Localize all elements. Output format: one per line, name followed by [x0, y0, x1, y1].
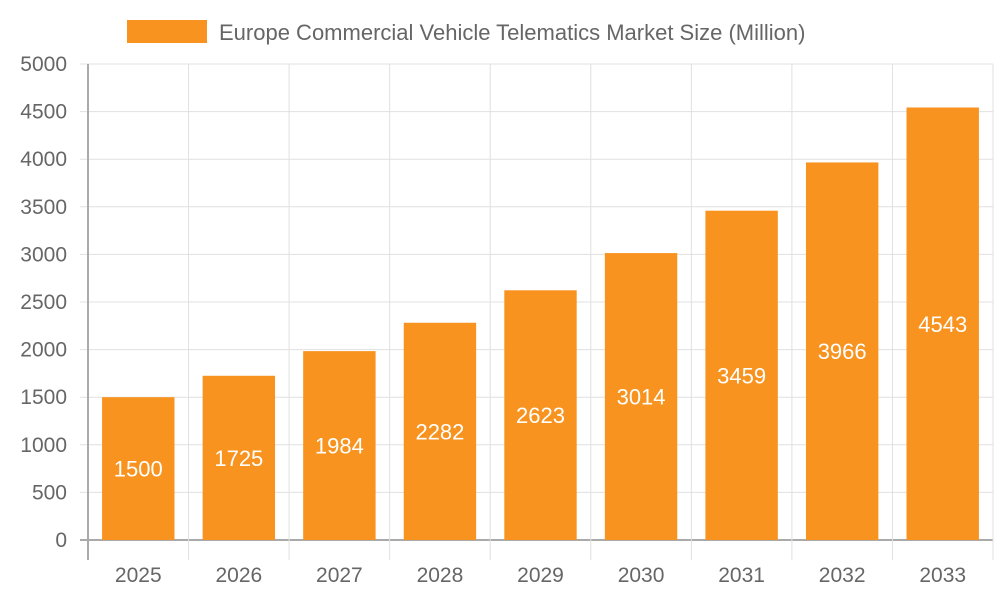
bar-2033[interactable]: [906, 107, 979, 540]
axes: 0 500 1000 1500 2000 2500 3000 3500 4000 4500 5000…: [20, 53, 966, 587]
x-tick-label: 2033: [919, 564, 966, 587]
data-label: 1984: [315, 434, 364, 459]
bar-2027[interactable]: [303, 351, 376, 540]
legend-swatch: [127, 20, 207, 43]
y-tick-label: 2500: [20, 291, 67, 314]
x-tick-label: 2025: [115, 564, 162, 587]
data-label: 3459: [717, 363, 766, 388]
y-tick-label: 3000: [20, 243, 67, 266]
data-label: 3014: [617, 385, 666, 410]
y-tick-label: 1000: [20, 434, 67, 457]
data-label: 2623: [516, 403, 565, 428]
bar-2025[interactable]: [102, 397, 175, 540]
data-label: 1500: [114, 457, 163, 482]
legend-label: Europe Commercial Vehicle Telematics Mar…: [219, 20, 805, 45]
bar-2032[interactable]: [805, 162, 879, 540]
x-tick-label: 2030: [618, 564, 665, 587]
data-label: 4543: [918, 312, 967, 337]
y-tick-label: 4500: [20, 101, 67, 124]
y-tick-label: 4000: [20, 148, 67, 171]
y-tick-label: 3500: [20, 196, 67, 219]
bar-2029[interactable]: [504, 290, 577, 540]
legend[interactable]: Europe Commercial Vehicle Telematics Mar…: [127, 20, 805, 45]
x-tick-label: 2027: [316, 564, 363, 587]
x-tick-label: 2029: [517, 564, 564, 587]
bars: 1500 1725 1984 2282 2623 3014 3459 3966 4543: [102, 107, 979, 541]
x-tick-label: 2032: [819, 564, 866, 587]
x-tick-label: 2028: [417, 564, 464, 587]
y-tick-label: 5000: [20, 53, 67, 76]
bar-2031[interactable]: [705, 210, 778, 541]
y-tick-label: 0: [55, 529, 67, 552]
data-label: 1725: [214, 446, 263, 471]
y-tick-label: 1500: [20, 386, 67, 409]
bar-2030[interactable]: [604, 253, 678, 540]
y-tick-label: 2000: [20, 339, 67, 362]
x-tick-label: 2031: [718, 564, 765, 587]
bar-2028[interactable]: [403, 322, 477, 540]
y-tick-label: 500: [32, 481, 67, 504]
bar-2026[interactable]: [202, 375, 276, 540]
data-label: 2282: [415, 419, 464, 444]
x-tick-label: 2026: [215, 564, 262, 587]
data-label: 3966: [818, 339, 867, 364]
